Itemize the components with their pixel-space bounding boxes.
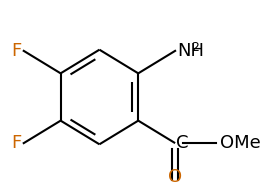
Text: O: O — [168, 168, 182, 185]
Text: F: F — [12, 134, 22, 152]
Text: NH: NH — [177, 42, 204, 60]
Text: OMe: OMe — [219, 134, 260, 152]
Text: C: C — [176, 134, 189, 152]
Text: F: F — [12, 42, 22, 60]
Text: 2: 2 — [191, 41, 199, 54]
